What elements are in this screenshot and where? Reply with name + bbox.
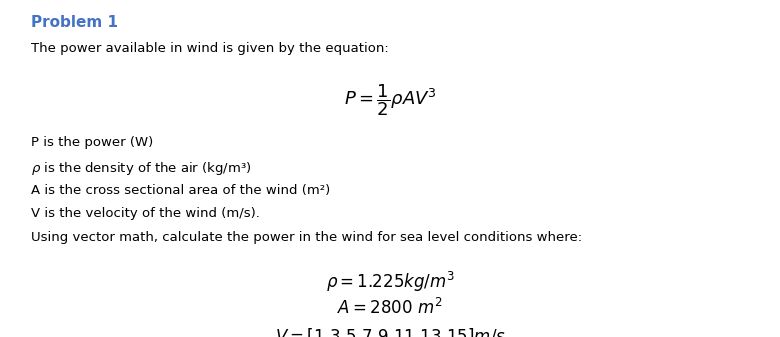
Text: A is the cross sectional area of the wind (m²): A is the cross sectional area of the win… <box>31 184 331 197</box>
Text: $\rho = 1.225kg/m^3$: $\rho = 1.225kg/m^3$ <box>325 270 455 294</box>
Text: $V = [1\ 3\ 5\ 7\ 9\ 11\ 13\ 15]m/s$: $V = [1\ 3\ 5\ 7\ 9\ 11\ 13\ 15]m/s$ <box>275 326 505 337</box>
Text: V is the velocity of the wind (m/s).: V is the velocity of the wind (m/s). <box>31 207 260 220</box>
Text: $\rho$ is the density of the air (kg/m³): $\rho$ is the density of the air (kg/m³) <box>31 160 252 177</box>
Text: Problem 1: Problem 1 <box>31 15 119 30</box>
Text: The power available in wind is given by the equation:: The power available in wind is given by … <box>31 42 389 55</box>
Text: $A = 2800\ m^2$: $A = 2800\ m^2$ <box>337 298 443 318</box>
Text: Using vector math, calculate the power in the wind for sea level conditions wher: Using vector math, calculate the power i… <box>31 231 583 244</box>
Text: $P = \dfrac{1}{2}\rho A V^3$: $P = \dfrac{1}{2}\rho A V^3$ <box>343 83 437 118</box>
Text: P is the power (W): P is the power (W) <box>31 136 154 150</box>
